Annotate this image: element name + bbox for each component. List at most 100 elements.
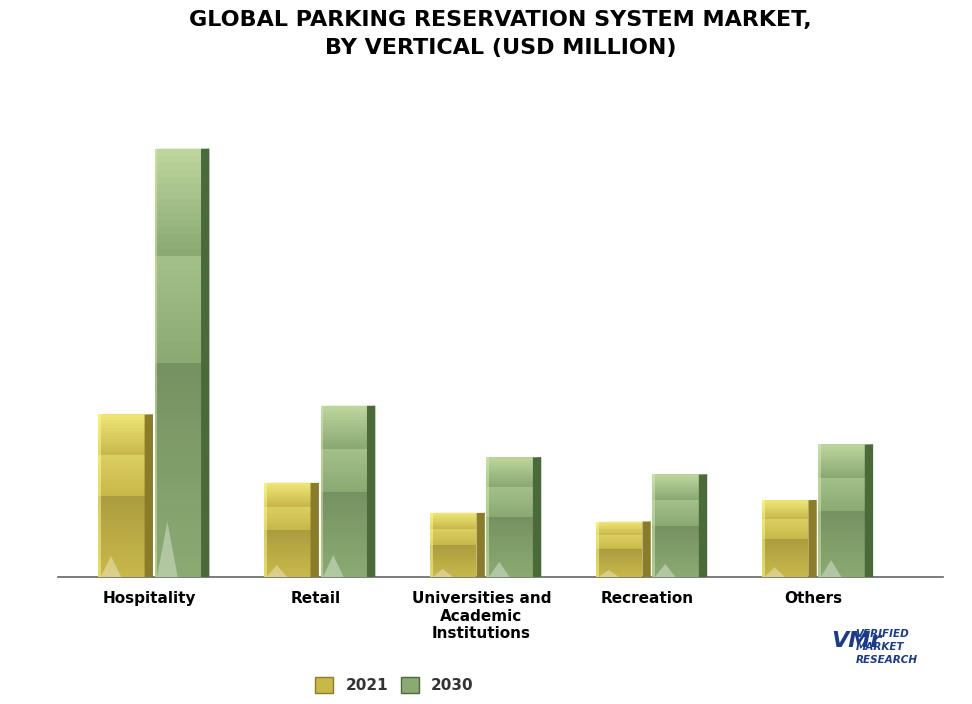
Bar [486,527,533,529]
Bar [98,545,145,548]
Bar [762,551,809,553]
Bar [321,426,367,429]
Bar [430,518,476,520]
Bar [652,545,699,546]
Bar [762,509,809,510]
Bar [264,498,310,501]
Bar [652,510,699,512]
Bar [264,560,310,562]
Bar [652,494,699,495]
Bar [486,511,533,513]
Bar [98,422,145,425]
Bar [818,446,865,449]
Bar [430,545,476,546]
Bar [155,206,201,213]
Bar [652,503,699,505]
Bar [321,546,367,548]
Bar [762,513,809,515]
Bar [486,535,533,537]
Bar [596,549,642,551]
Bar [430,573,476,574]
Bar [818,529,865,531]
Bar [430,536,476,538]
Bar [264,517,310,519]
Bar [321,448,367,451]
Bar [264,536,310,538]
Bar [486,559,533,561]
Bar [264,508,310,510]
Bar [155,563,201,570]
Bar [430,518,476,520]
Bar [596,543,642,544]
Bar [98,488,145,491]
Bar [652,479,699,482]
Bar [98,444,145,447]
Bar [486,521,533,523]
Bar [762,507,809,508]
Bar [98,447,145,450]
Bar [762,517,809,518]
Bar [818,462,865,465]
Bar [596,529,642,530]
Bar [652,494,699,495]
Bar [762,546,809,548]
Bar [762,549,809,551]
Bar [596,522,642,524]
Bar [430,548,476,549]
Bar [98,572,145,574]
Bar [652,522,699,524]
Bar [596,569,642,570]
Bar [430,513,476,514]
Bar [818,453,865,455]
Bar [430,534,476,536]
Bar [155,491,201,498]
Bar [430,527,476,528]
Bar [321,440,367,443]
Bar [264,515,310,516]
Bar [155,370,201,377]
Bar [486,479,533,482]
Bar [486,537,533,539]
Bar [155,434,201,441]
Bar [596,554,642,555]
Bar [486,471,533,473]
Bar [818,555,865,558]
Bar [762,524,809,526]
Bar [818,458,865,460]
Bar [264,496,310,497]
Bar [596,534,642,536]
Bar [762,515,809,517]
Bar [486,461,533,463]
Bar [264,483,267,577]
Bar [155,284,201,291]
Bar [818,571,865,573]
Bar [486,508,533,509]
Bar [762,501,809,503]
Bar [762,512,809,513]
Bar [596,542,642,543]
Bar [321,466,367,469]
Bar [818,480,865,482]
Bar [155,341,201,348]
Bar [264,544,310,546]
Polygon shape [266,565,288,577]
Bar [321,429,367,432]
Bar [762,510,809,512]
Bar [596,559,642,560]
Bar [486,465,533,467]
Bar [762,576,809,577]
Polygon shape [764,567,785,577]
Bar [430,541,476,542]
Bar [762,544,809,545]
Bar [264,519,310,521]
Bar [264,488,310,489]
Bar [98,517,145,520]
Polygon shape [476,513,485,577]
Bar [596,544,642,545]
Bar [486,458,489,577]
Bar [486,477,533,479]
Bar [818,524,865,527]
Bar [430,529,476,530]
Bar [264,551,310,552]
Bar [652,570,699,572]
